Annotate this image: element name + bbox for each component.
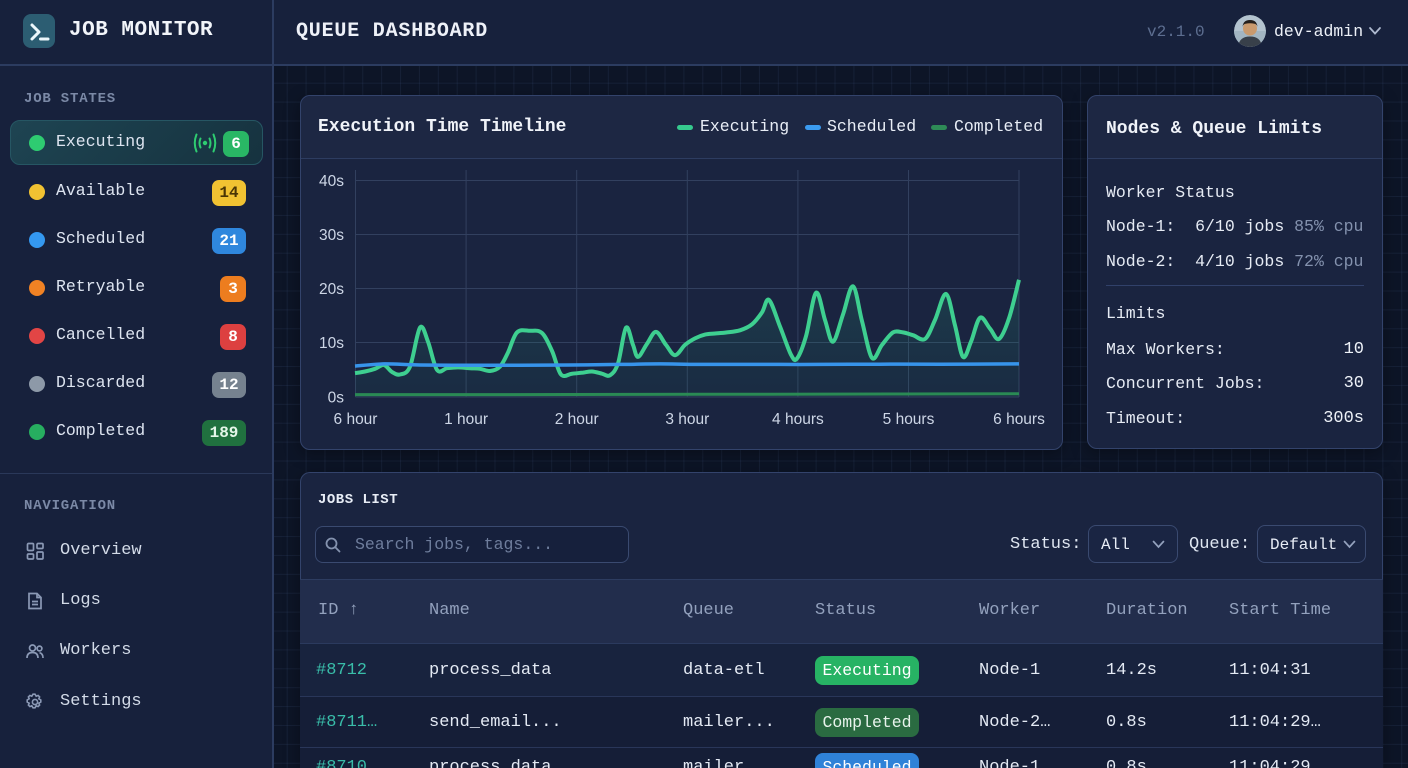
- svg-text:6 hour: 6 hour: [334, 411, 378, 428]
- svg-text:20s: 20s: [319, 281, 344, 298]
- svg-text:1 hour: 1 hour: [444, 411, 488, 428]
- svg-text:4 hours: 4 hours: [772, 411, 824, 428]
- svg-text:10s: 10s: [319, 335, 344, 352]
- svg-text:6 hours: 6 hours: [993, 411, 1045, 428]
- svg-text:5 hours: 5 hours: [883, 411, 935, 428]
- svg-text:40s: 40s: [319, 173, 344, 190]
- svg-text:0s: 0s: [328, 390, 345, 407]
- svg-text:2 hour: 2 hour: [555, 411, 599, 428]
- svg-text:3 hour: 3 hour: [665, 411, 709, 428]
- svg-text:30s: 30s: [319, 227, 344, 244]
